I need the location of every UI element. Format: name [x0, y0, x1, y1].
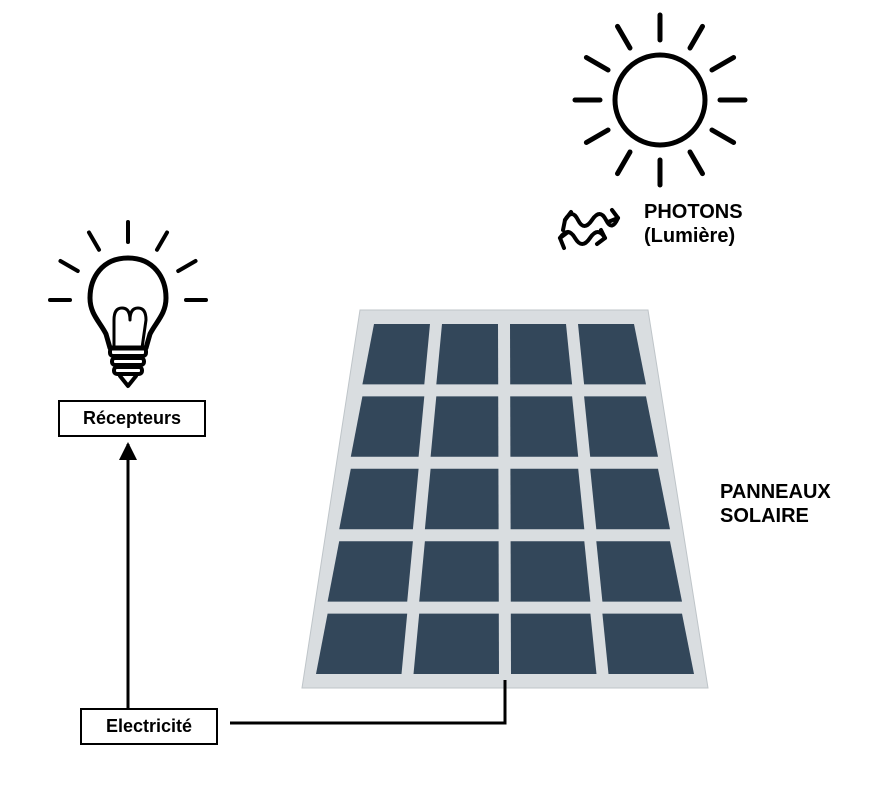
sun-ray — [690, 26, 703, 48]
sun-ray — [586, 130, 608, 143]
panneaux-line1: PANNEAUX — [720, 481, 831, 503]
solar-cell — [328, 541, 413, 601]
solar-diagram — [0, 0, 876, 790]
solar-panel — [302, 310, 708, 688]
sun-ray — [690, 152, 703, 174]
solar-cell — [351, 396, 425, 456]
sun-ray — [618, 152, 631, 174]
solar-cell — [339, 469, 418, 529]
photons-label: PHOTONS (Lumière) — [644, 200, 743, 248]
solar-cell — [362, 324, 430, 384]
solar-cell — [511, 541, 591, 601]
solar-cell — [419, 541, 499, 601]
solar-cell — [510, 324, 572, 384]
arrowhead-up — [119, 442, 137, 460]
solar-cell — [584, 396, 658, 456]
sun-ray — [618, 26, 631, 48]
photons-line2: (Lumière) — [644, 225, 735, 247]
photons-line1: PHOTONS — [644, 201, 743, 223]
solar-cell — [590, 469, 670, 529]
lightbulb-icon — [50, 222, 206, 386]
panneaux-line2: SOLAIRE — [720, 505, 809, 527]
solar-cell — [425, 469, 499, 529]
solar-cell — [602, 614, 694, 674]
solar-cell — [511, 614, 597, 674]
sun-icon — [615, 55, 705, 145]
solar-cell — [578, 324, 646, 384]
solar-cell — [316, 614, 407, 674]
sun-ray — [712, 58, 734, 71]
solar-cell — [596, 541, 682, 601]
electricite-label-box: Electricité — [80, 708, 218, 745]
solar-cell — [431, 396, 499, 456]
photons-icon — [560, 210, 618, 248]
panneaux-label: PANNEAUX SOLAIRE — [720, 480, 831, 528]
solar-cell — [510, 396, 578, 456]
sun-ray — [586, 58, 608, 71]
solar-cell — [414, 614, 500, 674]
recepteurs-label-box: Récepteurs — [58, 400, 206, 437]
solar-cell — [510, 469, 584, 529]
sun-ray — [712, 130, 734, 143]
solar-cell — [436, 324, 498, 384]
